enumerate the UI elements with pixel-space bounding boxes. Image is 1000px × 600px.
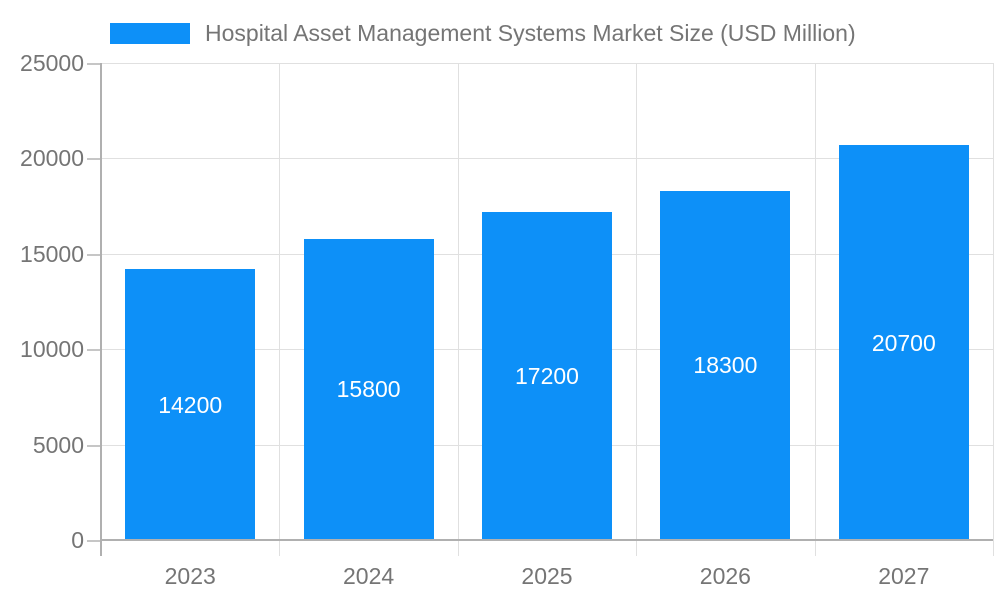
y-axis-tick xyxy=(87,540,101,542)
y-axis-tick xyxy=(87,253,101,256)
y-axis-label: 25000 xyxy=(20,50,84,76)
chart-legend: Hospital Asset Management Systems Market… xyxy=(110,20,856,46)
chart-title: Hospital Asset Management Systems Market… xyxy=(205,20,856,46)
bar-value-label: 15800 xyxy=(336,376,401,403)
bar xyxy=(660,190,791,540)
plot-right-border xyxy=(993,63,994,556)
gridline-v xyxy=(457,63,459,556)
y-axis-label: 10000 xyxy=(20,336,84,363)
x-axis-label: 2024 xyxy=(343,563,395,589)
x-axis-label: 2026 xyxy=(699,563,751,589)
x-axis-label: 2023 xyxy=(164,563,216,589)
bar xyxy=(838,145,969,540)
y-axis-label: 20000 xyxy=(20,145,84,172)
bar-value-label: 20700 xyxy=(871,329,936,356)
x-axis-label: 2025 xyxy=(521,563,573,589)
bar xyxy=(125,269,256,540)
bar xyxy=(482,211,612,540)
legend-swatch xyxy=(110,22,190,44)
gridline-v xyxy=(636,63,638,556)
y-axis-tick xyxy=(87,444,101,447)
gridline-v xyxy=(279,63,281,556)
bar xyxy=(303,238,434,540)
bar-value-label: 17200 xyxy=(515,362,579,389)
y-axis-label: 15000 xyxy=(20,240,84,267)
bar-value-label: 14200 xyxy=(158,391,223,418)
gridline-h xyxy=(101,158,993,160)
gridline-h xyxy=(101,63,993,64)
y-axis-line xyxy=(100,63,102,556)
y-axis-tick xyxy=(87,63,101,65)
bar-value-label: 18300 xyxy=(693,352,758,379)
y-axis-tick xyxy=(87,349,101,352)
x-axis-line xyxy=(100,539,993,541)
y-axis-label: 5000 xyxy=(32,431,84,458)
y-axis-tick xyxy=(87,158,101,161)
gridline-v xyxy=(814,63,816,556)
x-axis-label: 2027 xyxy=(878,563,930,589)
y-axis-label: 0 xyxy=(71,527,84,553)
